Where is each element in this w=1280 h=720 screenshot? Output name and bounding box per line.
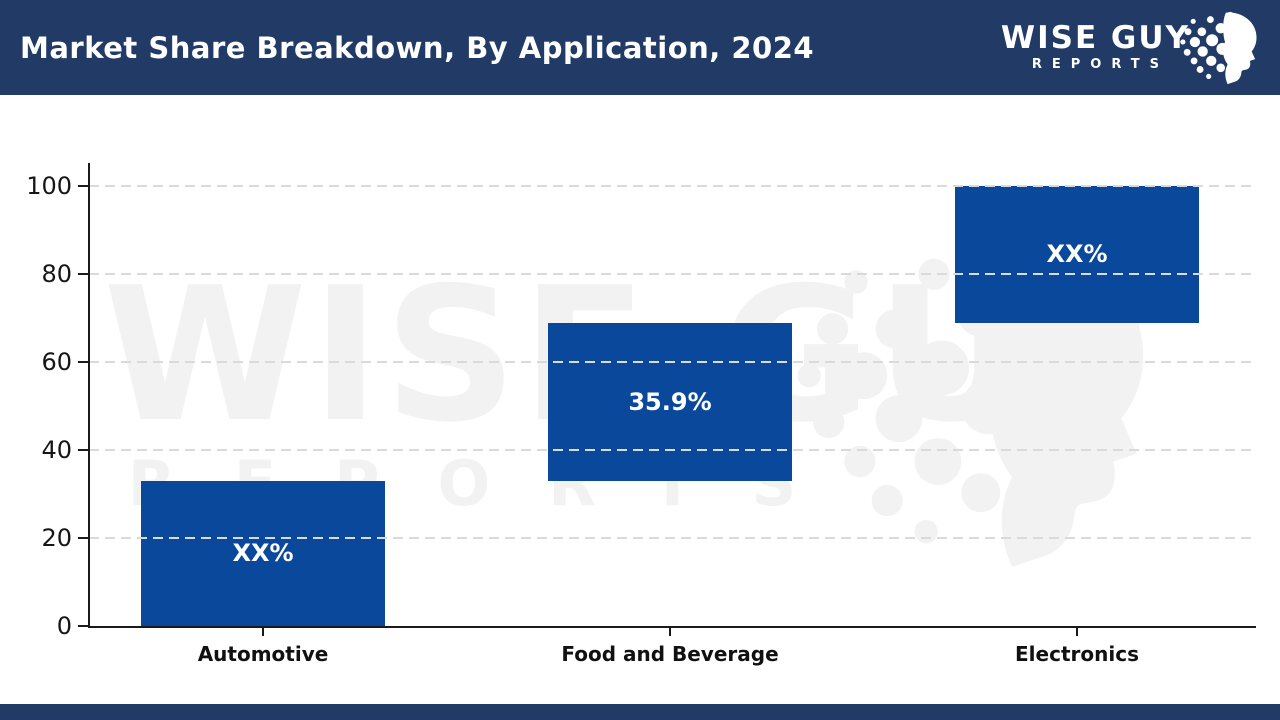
y-tick-label: 40 bbox=[41, 436, 72, 464]
brand-logo: WISE GUY REPORTS bbox=[1001, 9, 1262, 87]
y-tick bbox=[78, 625, 88, 627]
gridline bbox=[89, 273, 1254, 275]
y-tick bbox=[78, 273, 88, 275]
x-axis-line bbox=[88, 626, 1256, 628]
gridline bbox=[89, 361, 1254, 363]
logo-face-icon bbox=[1180, 11, 1257, 84]
x-tick bbox=[262, 628, 264, 636]
waterfall-bar bbox=[548, 322, 792, 481]
y-tick-label: 20 bbox=[41, 524, 72, 552]
y-tick-label: 100 bbox=[26, 172, 72, 200]
x-category-label: Food and Beverage bbox=[561, 642, 779, 666]
y-tick-label: 0 bbox=[56, 612, 72, 640]
y-tick bbox=[78, 449, 88, 451]
chart-canvas: WISE GUY REPORTS 0 20 40 60 80 100 XX% Automoti… bbox=[0, 95, 1280, 704]
gridline bbox=[89, 537, 1254, 539]
y-tick-label: 80 bbox=[41, 260, 72, 288]
x-tick bbox=[1076, 628, 1078, 636]
x-tick bbox=[669, 628, 671, 636]
y-tick bbox=[78, 361, 88, 363]
y-axis-line bbox=[88, 163, 90, 628]
page-title: Market Share Breakdown, By Application, … bbox=[20, 30, 815, 65]
bar-value-label: 35.9% bbox=[628, 387, 712, 416]
gridline bbox=[89, 185, 1254, 187]
brand-name: WISE GUY bbox=[1000, 20, 1190, 56]
x-category-label: Electronics bbox=[1015, 642, 1139, 666]
y-tick bbox=[78, 185, 88, 187]
gridline bbox=[89, 449, 1254, 451]
waterfall-bar bbox=[141, 480, 385, 626]
brand-logo-text: WISE GUY REPORTS bbox=[1000, 20, 1190, 73]
bar-value-label: XX% bbox=[232, 539, 294, 568]
bar-value-label: XX% bbox=[1046, 240, 1108, 269]
footer-bar bbox=[0, 704, 1280, 720]
plot-area: 0 20 40 60 80 100 XX% Automotive 35.9% Food and B… bbox=[0, 95, 1280, 704]
x-category-label: Automotive bbox=[197, 642, 329, 666]
y-tick-label: 60 bbox=[41, 348, 72, 376]
header-bar: Market Share Breakdown, By Application, … bbox=[0, 0, 1280, 95]
brand-subtitle: REPORTS bbox=[1031, 57, 1170, 72]
y-tick bbox=[78, 537, 88, 539]
